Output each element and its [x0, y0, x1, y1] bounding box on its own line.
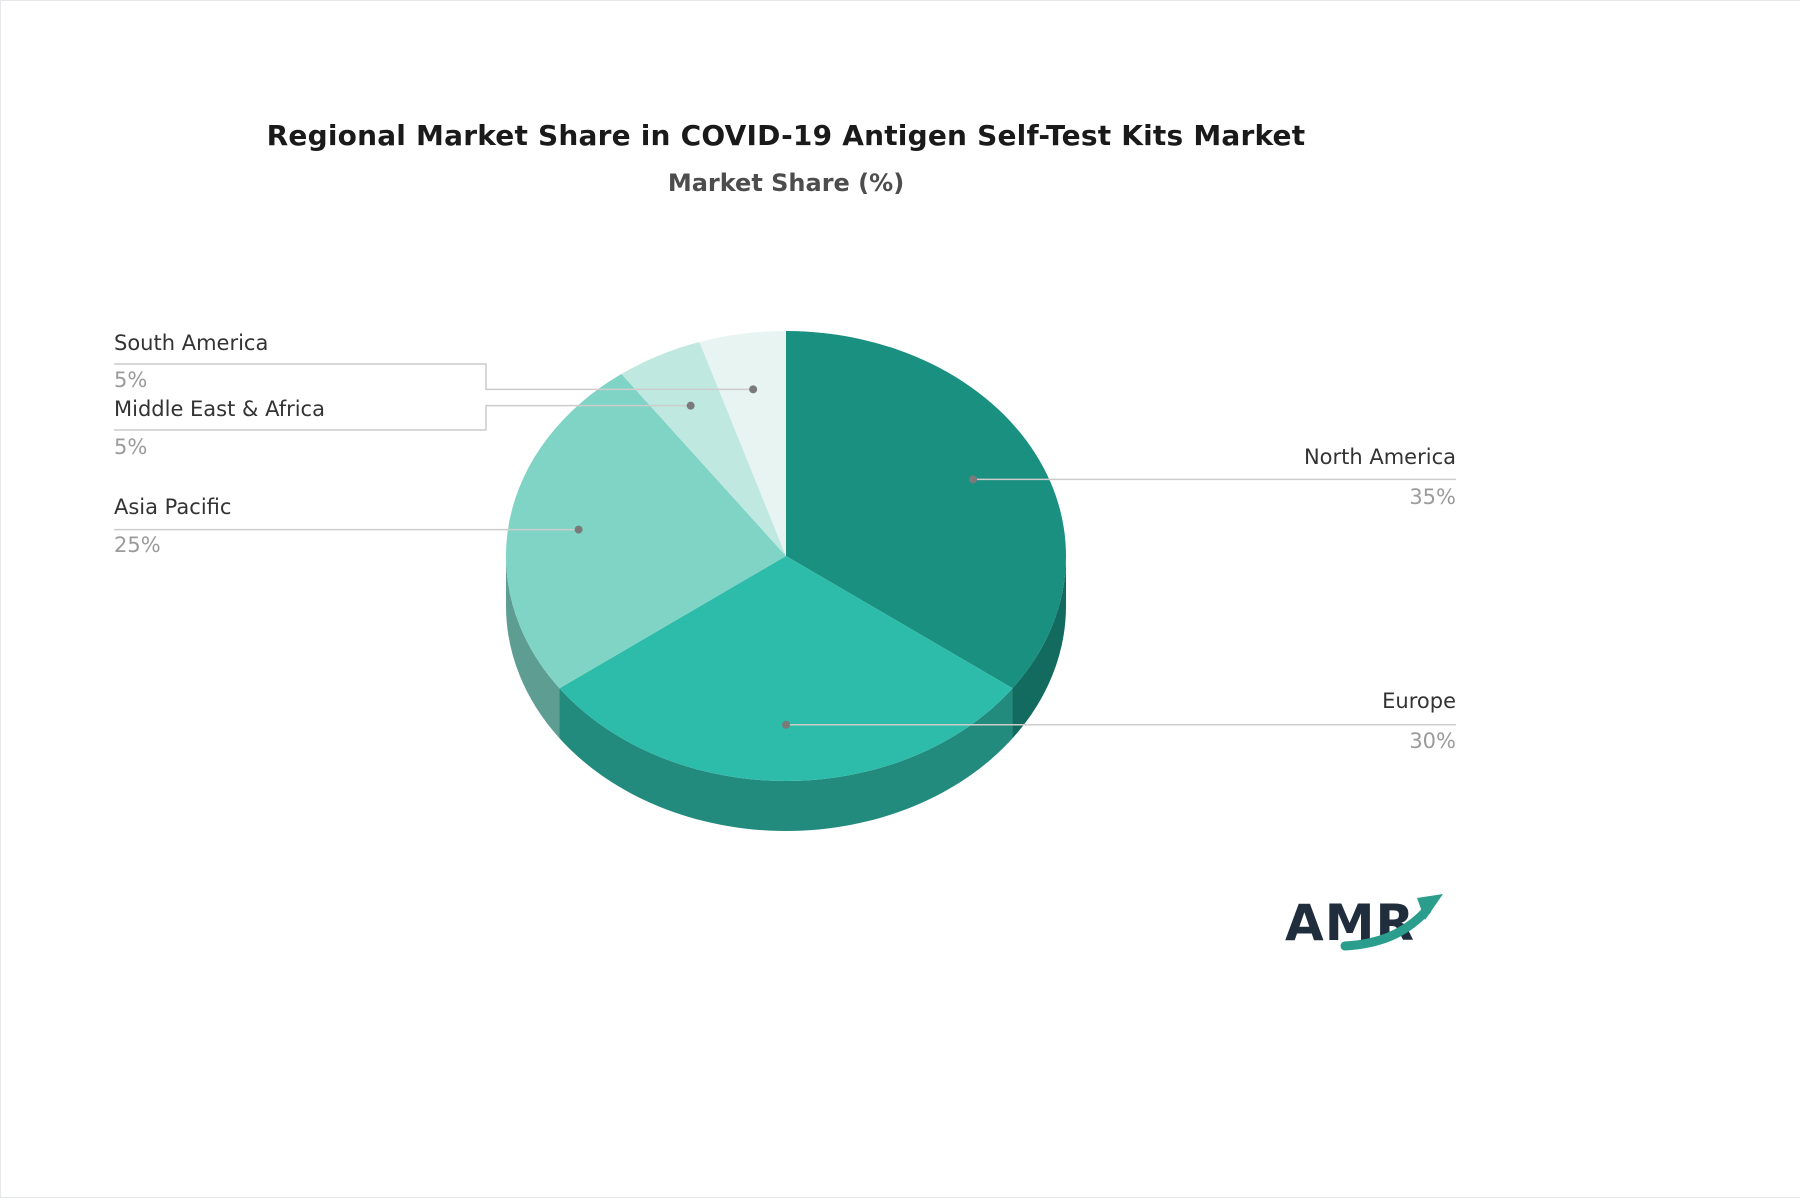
leader-dot-middle-east-africa [686, 401, 695, 410]
pie-slice-side-europe [559, 688, 1013, 832]
amr-logo-arrow-icon [1340, 894, 1443, 951]
label-north-america: North America [1303, 445, 1456, 469]
value-europe: 30% [1409, 729, 1456, 753]
pie-slice-side-asia-pacific [506, 556, 560, 739]
chart-title: Regional Market Share in COVID-19 Antige… [266, 119, 1306, 152]
amr-logo[interactable]: AMR [1285, 894, 1455, 964]
leader-line-south-america [114, 363, 754, 391]
pie-slice-north-america[interactable] [786, 331, 1066, 689]
value-asia-pacific: 25% [114, 533, 161, 557]
leader-dot-europe [782, 720, 790, 729]
pie-slice-middle-east-africa[interactable] [621, 342, 786, 556]
leader-dot-asia-pacific [574, 525, 583, 534]
leader-line-middle-east-africa [114, 404, 691, 431]
label-south-america: South America [114, 331, 269, 355]
label-middle-east-africa: Middle East & Africa [114, 397, 325, 421]
pie-slice-side-north-america [1012, 556, 1066, 739]
leader-dot-north-america [969, 475, 978, 484]
pie-slice-asia-pacific[interactable] [505, 373, 786, 689]
pie-slice-south-america[interactable] [699, 331, 786, 556]
value-south-america: 5% [114, 368, 148, 392]
label-asia-pacific: Asia Pacific [114, 495, 232, 519]
chart-subtitle: Market Share (%) [667, 169, 905, 197]
value-north-america: 35% [1409, 485, 1456, 509]
value-middle-east-africa: 5% [114, 435, 148, 459]
leader-dot-south-america [749, 385, 758, 394]
label-europe: Europe [1382, 689, 1456, 713]
